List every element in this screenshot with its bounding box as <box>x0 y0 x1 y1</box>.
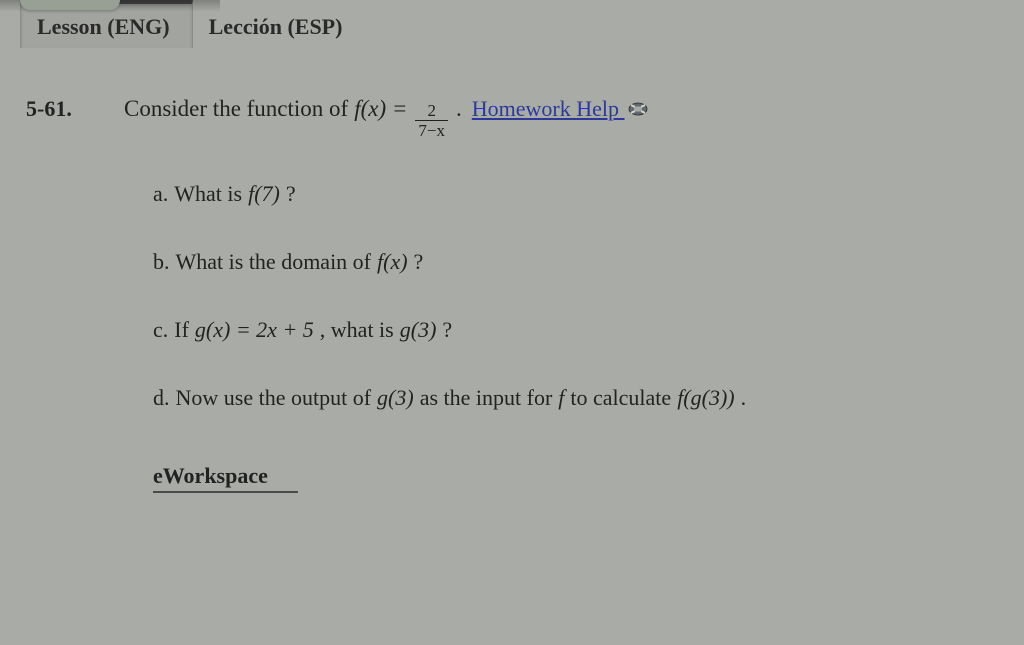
fx-lhs: f(x) = <box>354 96 407 122</box>
part-d: d. Now use the output of g(3) as the inp… <box>153 385 1006 411</box>
question-period: . <box>456 96 462 122</box>
fraction: 2 7−x <box>415 102 448 139</box>
question-text: Consider the function of f(x) = 2 7−x . … <box>124 96 649 139</box>
part-a: a. What is f(7) ? <box>153 181 1006 207</box>
part-a-label: a. <box>153 181 168 207</box>
part-c-expr2: g(3) <box>400 317 437 343</box>
part-c-label: c. <box>153 317 168 343</box>
question-row: 5-61. Consider the function of f(x) = 2 … <box>26 96 1006 139</box>
part-d-expr1: g(3) <box>377 385 414 411</box>
part-b-before: What is the domain of <box>176 249 372 275</box>
page-root: Lesson (ENG) Lección (ESP) 5-61. Conside… <box>0 0 1024 645</box>
part-c-before: If <box>174 317 189 343</box>
corner-decoration <box>20 0 120 10</box>
part-d-after: . <box>741 385 747 411</box>
part-c: c. If g(x) = 2x + 5 , what is g(3) ? <box>153 317 1006 343</box>
part-d-mid: as the input for <box>420 385 553 411</box>
life-preserver-icon <box>627 102 649 116</box>
eworkspace-label: eWorkspace <box>153 463 268 488</box>
fraction-denominator: 7−x <box>415 120 448 139</box>
part-b: b. What is the domain of f(x) ? <box>153 249 1006 275</box>
tab-eng-label: Lesson (ENG) <box>37 14 170 39</box>
part-b-label: b. <box>153 249 170 275</box>
part-d-label: d. <box>153 385 170 411</box>
part-c-expr1: g(x) = 2x + 5 <box>195 317 314 343</box>
homework-help-link[interactable]: Homework Help <box>472 96 649 122</box>
tab-leccion-esp[interactable]: Lección (ESP) <box>193 4 365 48</box>
part-d-fvar: f <box>558 385 564 411</box>
language-tabs: Lesson (ENG) Lección (ESP) <box>20 0 1006 48</box>
part-d-mid2: to calculate <box>570 385 671 411</box>
fraction-numerator: 2 <box>424 102 439 120</box>
tab-esp-label: Lección (ESP) <box>209 14 343 39</box>
part-b-expr: f(x) <box>377 249 408 275</box>
question-number: 5-61. <box>26 96 124 122</box>
part-c-mid: , what is <box>320 317 394 343</box>
part-a-before: What is <box>174 181 242 207</box>
part-c-after: ? <box>442 317 452 343</box>
eworkspace-link[interactable]: eWorkspace <box>153 463 298 493</box>
part-a-after: ? <box>286 181 296 207</box>
part-d-before: Now use the output of <box>176 385 372 411</box>
part-d-expr2: f(g(3)) <box>677 385 734 411</box>
part-b-after: ? <box>414 249 424 275</box>
part-a-expr: f(7) <box>248 181 280 207</box>
question-intro: Consider the function of <box>124 96 348 122</box>
homework-help-label: Homework Help <box>472 96 619 121</box>
question-parts: a. What is f(7) ? b. What is the domain … <box>153 181 1006 411</box>
